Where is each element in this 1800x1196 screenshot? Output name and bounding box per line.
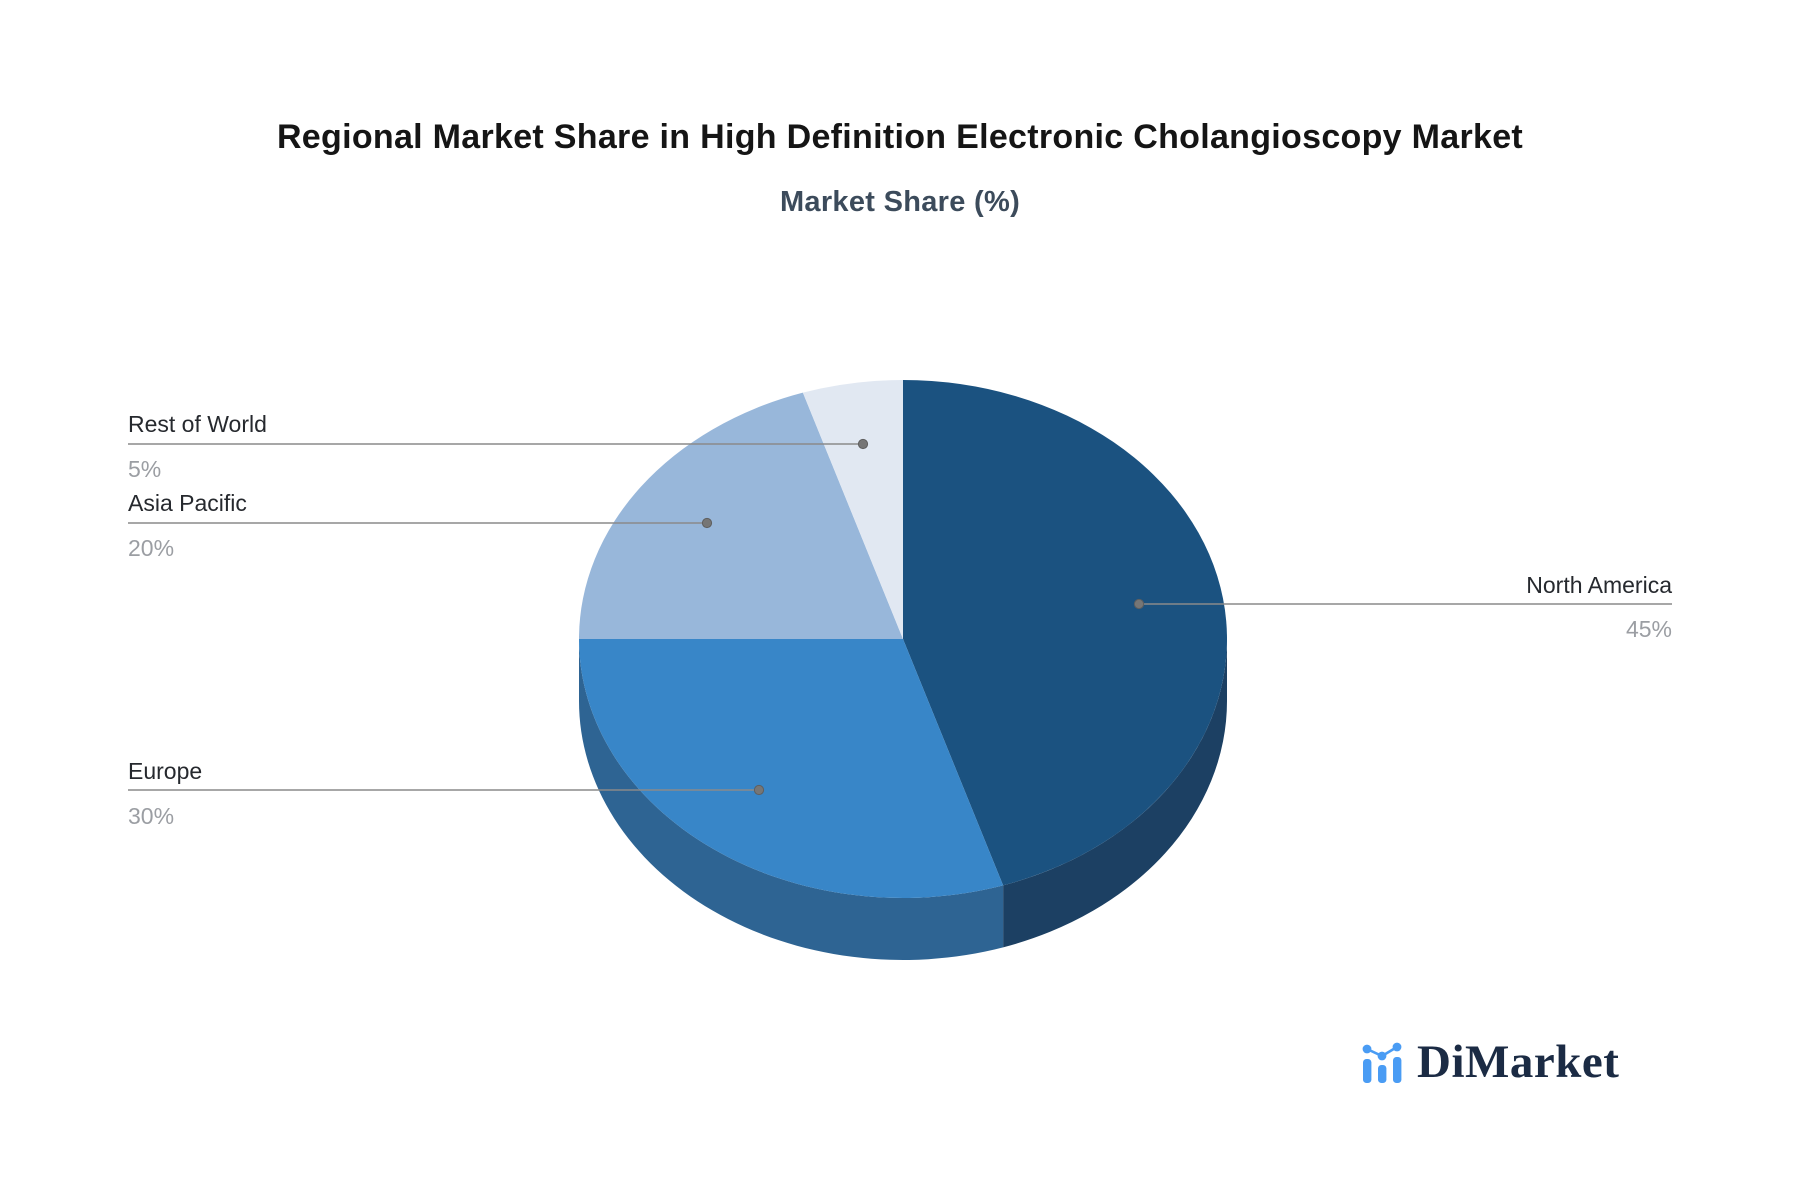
callout-value-rest-of-world: 5% [128,456,162,482]
bar-line-chart-icon [1362,1042,1402,1083]
pie-slice-europe[interactable] [579,639,1004,898]
brand-name: DiMarket [1417,1036,1620,1088]
callout-label-rest-of-world: Rest of World [128,411,267,437]
leader-dot-europe [753,784,765,796]
chart-subtitle: Market Share (%) [779,186,1021,218]
pie-slice-north-america[interactable] [903,380,1227,886]
callout-value-asia-pacific: 20% [128,535,175,561]
leader-dot-rest-of-world [857,438,869,450]
callout-label-asia-pacific: Asia Pacific [128,490,247,516]
brand-logo: DiMarket [1362,1036,1619,1088]
pie-slice-side-north-america [1003,639,1227,948]
callout-label-europe: Europe [128,758,203,784]
callout-label-north-america: North America [1526,572,1672,598]
pie-slice-asia-pacific[interactable] [579,392,903,639]
pie-slice-side-europe [579,639,1004,960]
leader-dot-asia-pacific [701,517,713,529]
callout-value-north-america: 45% [1625,616,1672,642]
chart-title: Regional Market Share in High Definition… [276,118,1524,156]
leader-dot-north-america [1133,598,1145,610]
callout-value-europe: 30% [128,803,175,829]
